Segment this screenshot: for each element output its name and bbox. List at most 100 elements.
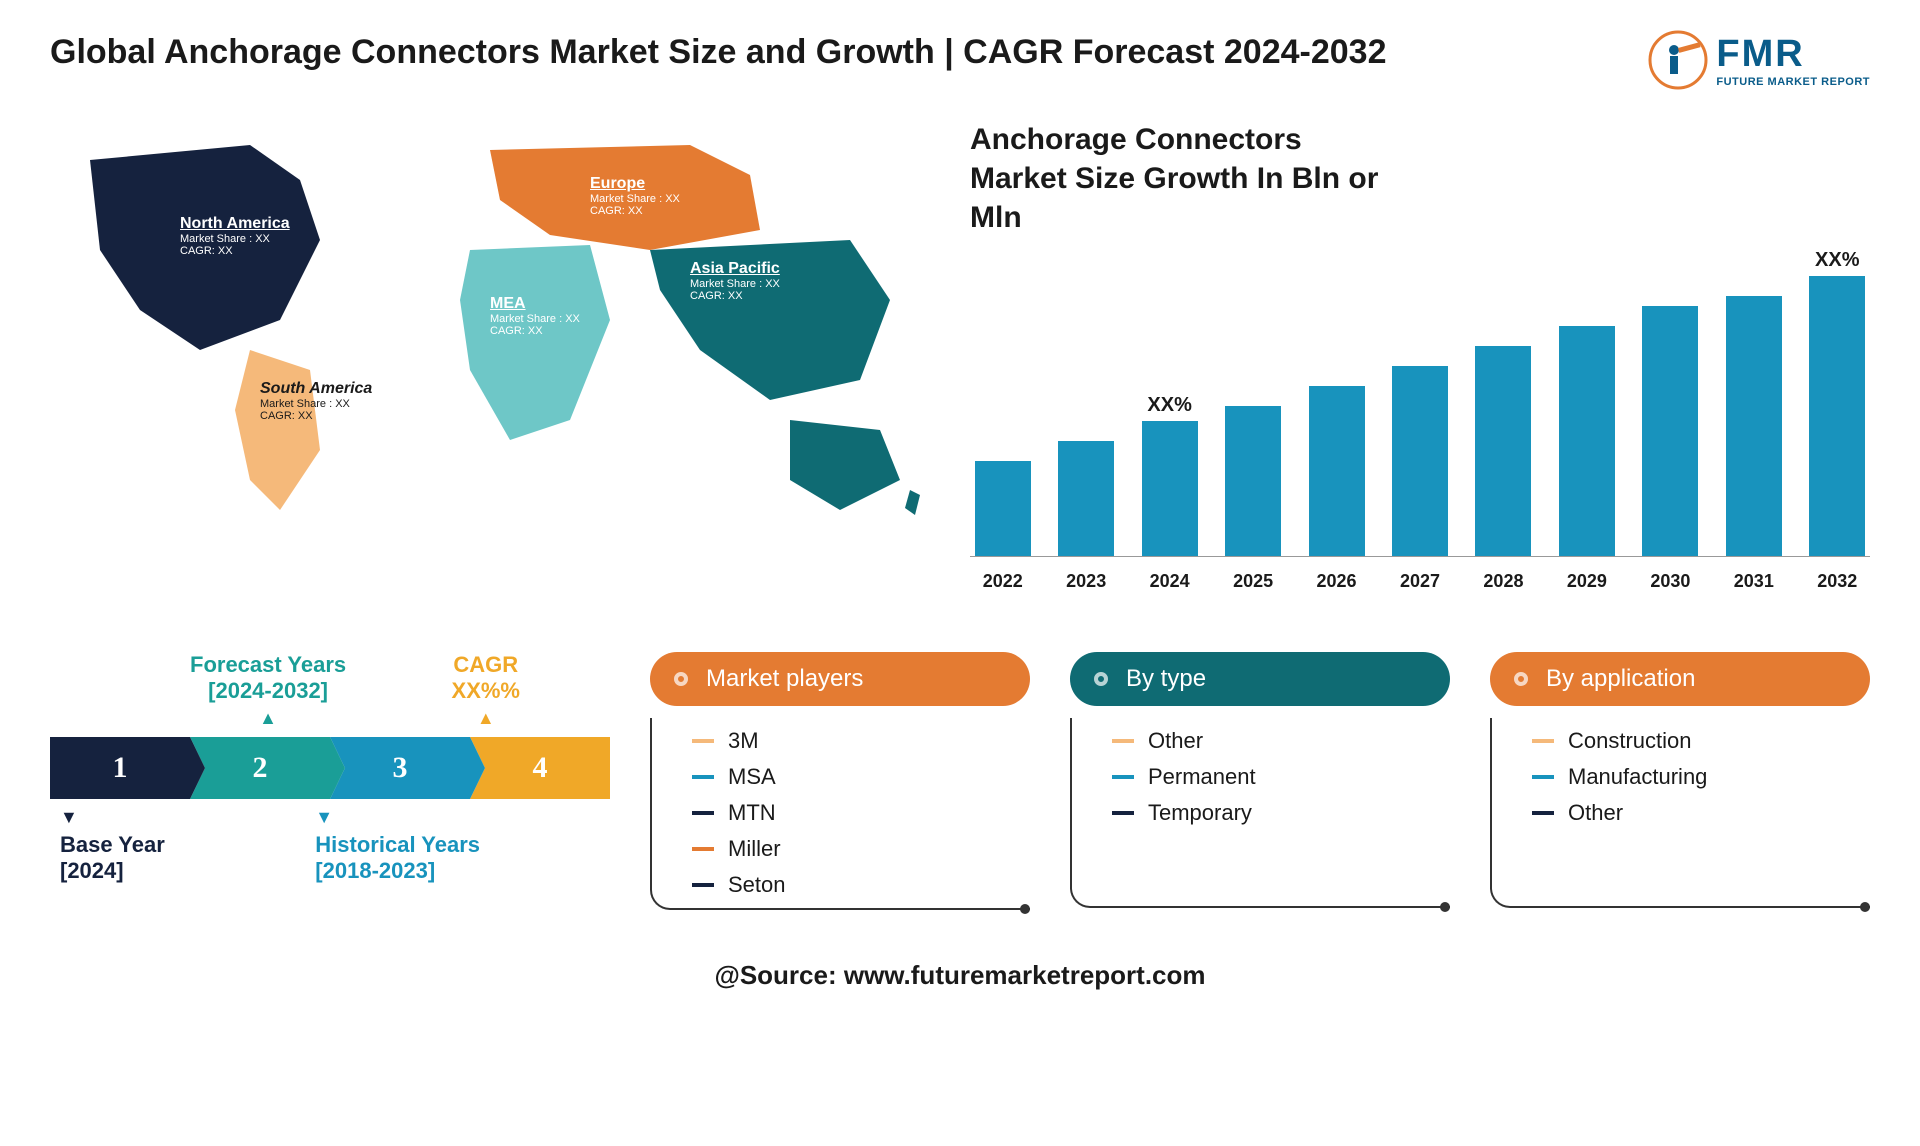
triangle-down-icon: ▼ bbox=[60, 807, 165, 828]
pillar-title: By application bbox=[1546, 665, 1695, 693]
bar-col bbox=[1471, 346, 1536, 556]
triangle-down-icon: ▲ bbox=[190, 708, 346, 729]
bar-category-label: 2028 bbox=[1471, 571, 1536, 592]
list-item: Manufacturing bbox=[1532, 764, 1870, 790]
bar-annotation: XX% bbox=[1147, 394, 1191, 417]
source-attribution: @Source: www.futuremarketreport.com bbox=[50, 960, 1870, 991]
bar-category-label: 2025 bbox=[1220, 571, 1285, 592]
bar-col bbox=[1638, 306, 1703, 556]
pillar-header: By type bbox=[1070, 652, 1450, 706]
forecast-label: Forecast Years [2024-2032] ▲ bbox=[190, 652, 346, 729]
tick-icon bbox=[1532, 739, 1554, 743]
list-item-label: Seton bbox=[728, 872, 786, 898]
timeline: Forecast Years [2024-2032] ▲ CAGR XX%% ▲… bbox=[50, 652, 610, 910]
bar bbox=[1559, 326, 1615, 556]
bar-category-label: 2029 bbox=[1554, 571, 1619, 592]
historical-label: ▼ Historical Years [2018-2023] bbox=[315, 807, 480, 884]
base-year-label: ▼ Base Year [2024] bbox=[60, 807, 165, 884]
bar-col bbox=[970, 461, 1035, 556]
tick-icon bbox=[1112, 775, 1134, 779]
bar bbox=[1475, 346, 1531, 556]
pillar-by-type: By type Other Permanent Temporary bbox=[1070, 652, 1450, 910]
chevron-step: 1 bbox=[50, 737, 190, 799]
bar bbox=[975, 461, 1031, 556]
list-item-label: Permanent bbox=[1148, 764, 1256, 790]
pillar-list: Other Permanent Temporary bbox=[1070, 718, 1450, 908]
bar-category-label: 2027 bbox=[1387, 571, 1452, 592]
bar-category-label: 2024 bbox=[1137, 571, 1202, 592]
tick-icon bbox=[692, 883, 714, 887]
map-label-europe: Europe Market Share : XX CAGR: XX bbox=[590, 175, 680, 217]
list-item: MSA bbox=[692, 764, 1030, 790]
list-item: Seton bbox=[692, 872, 1030, 898]
triangle-down-icon: ▲ bbox=[452, 708, 520, 729]
pillar-header: Market players bbox=[650, 652, 1030, 706]
chevron-bar: 1234 bbox=[50, 737, 610, 799]
list-item-label: MTN bbox=[728, 800, 776, 826]
bar-col: XX% bbox=[1805, 249, 1870, 556]
header: Global Anchorage Connectors Market Size … bbox=[50, 30, 1870, 90]
list-item-label: 3M bbox=[728, 728, 759, 754]
bar-col bbox=[1304, 386, 1369, 556]
bar bbox=[1392, 366, 1448, 556]
map-label-north-america: North America Market Share : XX CAGR: XX bbox=[180, 215, 290, 257]
list-item: Construction bbox=[1532, 728, 1870, 754]
list-item-label: MSA bbox=[728, 764, 776, 790]
list-item: Other bbox=[1112, 728, 1450, 754]
bar-category-label: 2032 bbox=[1805, 571, 1870, 592]
bar bbox=[1726, 296, 1782, 556]
bullet-icon bbox=[1094, 672, 1108, 686]
cagr-label: CAGR XX%% ▲ bbox=[452, 652, 520, 729]
bar-col bbox=[1554, 326, 1619, 556]
chevron-step: 4 bbox=[470, 737, 610, 799]
bar-chart: XX%XX% bbox=[970, 257, 1870, 557]
bar bbox=[1809, 276, 1865, 556]
pillar-title: Market players bbox=[706, 665, 863, 693]
bar bbox=[1309, 386, 1365, 556]
list-item: Miller bbox=[692, 836, 1030, 862]
bar-chart-area: Anchorage Connectors Market Size Growth … bbox=[970, 120, 1870, 592]
bullet-icon bbox=[674, 672, 688, 686]
tick-icon bbox=[692, 739, 714, 743]
bar-annotation: XX% bbox=[1815, 249, 1859, 272]
bar-chart-title: Anchorage Connectors Market Size Growth … bbox=[970, 120, 1390, 237]
tick-icon bbox=[692, 775, 714, 779]
list-item: Temporary bbox=[1112, 800, 1450, 826]
tick-icon bbox=[692, 811, 714, 815]
list-item: Permanent bbox=[1112, 764, 1450, 790]
tick-icon bbox=[1112, 811, 1134, 815]
list-item-label: Temporary bbox=[1148, 800, 1252, 826]
list-item: Other bbox=[1532, 800, 1870, 826]
bar-category-label: 2026 bbox=[1304, 571, 1369, 592]
list-item-label: Miller bbox=[728, 836, 781, 862]
pillar-by-application: By application Construction Manufacturing O… bbox=[1490, 652, 1870, 910]
bar bbox=[1142, 421, 1198, 556]
logo: FMR FUTURE MARKET REPORT bbox=[1648, 30, 1870, 90]
bar bbox=[1225, 406, 1281, 556]
list-item-label: Other bbox=[1568, 800, 1623, 826]
list-item: 3M bbox=[692, 728, 1030, 754]
tick-icon bbox=[692, 847, 714, 851]
bar-category-label: 2031 bbox=[1721, 571, 1786, 592]
page-title: Global Anchorage Connectors Market Size … bbox=[50, 30, 1387, 74]
bar-col bbox=[1220, 406, 1285, 556]
logo-sub: FUTURE MARKET REPORT bbox=[1716, 76, 1870, 88]
bar-col bbox=[1053, 441, 1118, 556]
bar-col bbox=[1721, 296, 1786, 556]
tick-icon bbox=[1532, 775, 1554, 779]
map-label-mea: MEA Market Share : XX CAGR: XX bbox=[490, 295, 580, 337]
chevron-step: 3 bbox=[330, 737, 470, 799]
bar-category-label: 2023 bbox=[1053, 571, 1118, 592]
tick-icon bbox=[1112, 739, 1134, 743]
bar bbox=[1058, 441, 1114, 556]
list-item-label: Construction bbox=[1568, 728, 1692, 754]
bar-category-label: 2030 bbox=[1638, 571, 1703, 592]
list-item-label: Other bbox=[1148, 728, 1203, 754]
pillar-market-players: Market players 3M MSA MTN Miller Seton bbox=[650, 652, 1030, 910]
pillar-title: By type bbox=[1126, 665, 1206, 693]
list-item: MTN bbox=[692, 800, 1030, 826]
list-item-label: Manufacturing bbox=[1568, 764, 1707, 790]
telescope-person-icon bbox=[1648, 30, 1708, 90]
triangle-down-icon: ▼ bbox=[315, 807, 480, 828]
bar-col bbox=[1387, 366, 1452, 556]
